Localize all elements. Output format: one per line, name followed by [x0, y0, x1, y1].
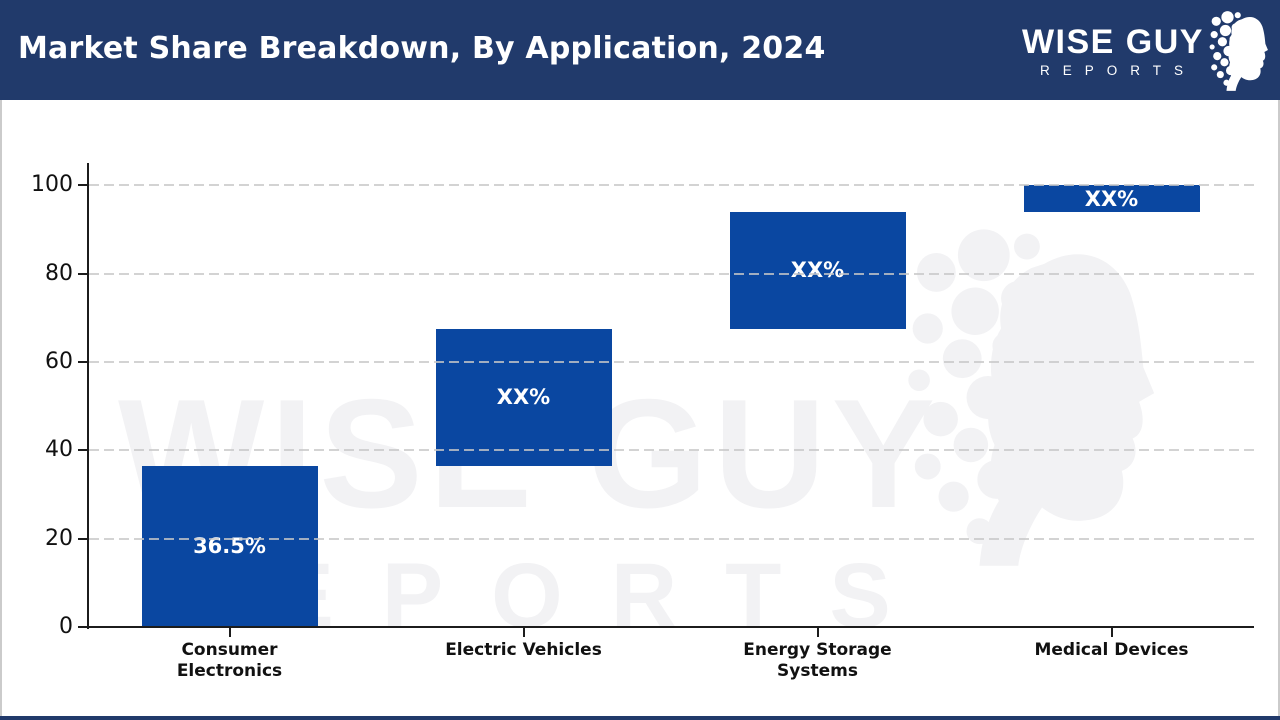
y-tick-label: 20 [45, 525, 73, 551]
bar-segment: XX% [1023, 185, 1200, 212]
y-gridline [89, 449, 1254, 452]
chart-title: Market Share Breakdown, By Application, … [18, 30, 826, 66]
wise-guy-logo: WISE GUY REPORTS [1022, 6, 1270, 96]
y-gridline [89, 184, 1254, 187]
y-tick-mark [78, 272, 87, 275]
x-category-label-line: Medical Devices [1034, 640, 1189, 660]
x-category-label-line: Consumer [181, 640, 278, 660]
y-gridline [89, 537, 1254, 540]
x-category-label: Consumer Electronics [115, 640, 345, 682]
x-tick-mark [522, 628, 525, 637]
x-category-label-line: Energy Storage [743, 640, 892, 660]
x-tick-mark [816, 628, 819, 637]
y-gridline [89, 360, 1254, 363]
logo-subtext: REPORTS [1039, 63, 1196, 79]
y-tick-label: 40 [45, 437, 73, 463]
bar-segment: XX% [435, 328, 612, 466]
x-category-label-line: Electronics [176, 661, 283, 681]
y-tick-label: 0 [59, 614, 73, 639]
bar-value-label: XX% [496, 385, 551, 410]
y-axis-line [87, 163, 89, 629]
bar-value-label: XX% [790, 258, 845, 283]
logo-text: WISE GUY REPORTS [1021, 22, 1204, 79]
y-tick-label: 80 [45, 260, 73, 286]
y-tick-mark [78, 360, 87, 363]
y-tick-mark [78, 449, 87, 452]
x-category-label-line: Systems [777, 661, 858, 681]
y-gridline [89, 272, 1254, 275]
watermark-face-icon [908, 229, 1155, 566]
bar-value-label: XX% [1084, 186, 1139, 211]
x-tick-mark [228, 628, 231, 637]
y-tick-label: 60 [45, 348, 73, 374]
x-category-label-line: Electric Vehicles [445, 640, 602, 660]
header: Market Share Breakdown, By Application, … [0, 0, 1280, 100]
x-axis-line [87, 626, 1254, 628]
y-tick-mark [78, 537, 87, 540]
y-tick-mark [78, 184, 87, 187]
x-category-label: Electric Vehicles [409, 640, 639, 661]
logo-face-icon [1209, 11, 1268, 91]
x-category-label: Energy Storage Systems [703, 640, 933, 682]
bar-segment: XX% [729, 211, 906, 329]
bar-segment: 36.5% [141, 465, 318, 627]
footer-bar [0, 716, 1280, 720]
right-border [1278, 100, 1280, 716]
x-tick-mark [1110, 628, 1113, 637]
logo-wordmark: WISE GUY [1021, 22, 1204, 61]
left-border [0, 100, 2, 716]
y-tick-mark [78, 626, 87, 628]
y-tick-label: 100 [31, 172, 73, 198]
x-category-label: Medical Devices [997, 640, 1227, 661]
chart-canvas: WISE GUY REPORTS 0 20 40 60 80 100 36.5% XX% XX%… [0, 100, 1280, 716]
